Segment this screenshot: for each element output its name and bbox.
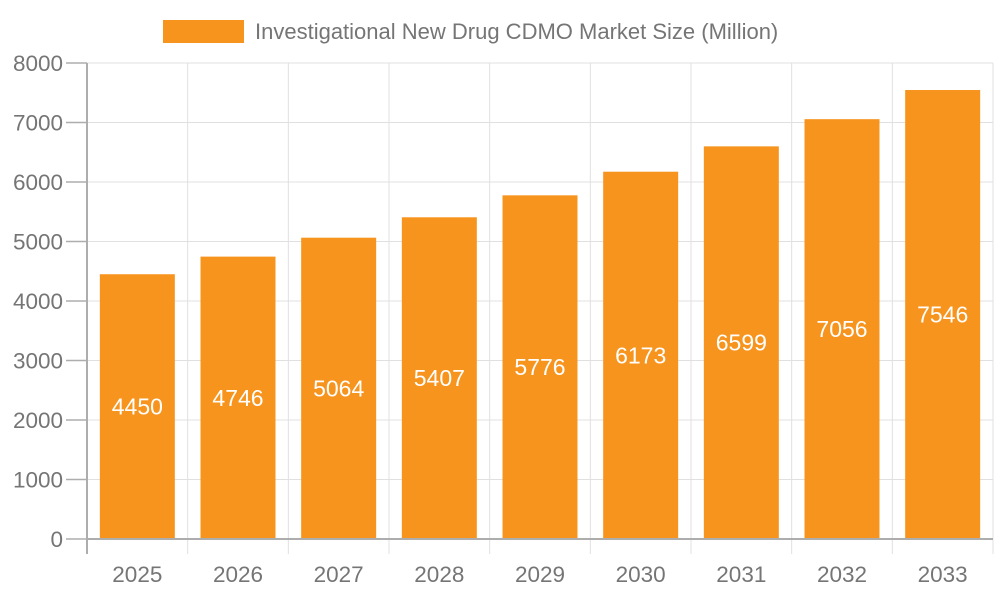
bar-value-label: 7546 — [917, 302, 968, 328]
y-axis-label: 6000 — [13, 170, 63, 195]
y-axis-label: 3000 — [13, 348, 63, 373]
bar-value-label: 7056 — [816, 316, 867, 342]
y-axis-label: 8000 — [13, 51, 63, 76]
x-axis-label: 2027 — [314, 562, 364, 587]
x-axis-label: 2025 — [112, 562, 162, 587]
y-axis-label: 1000 — [13, 467, 63, 492]
bar-value-label: 4450 — [112, 394, 163, 420]
x-axis-label: 2029 — [515, 562, 565, 587]
bar[interactable] — [99, 274, 175, 539]
bar-value-label: 6599 — [716, 330, 767, 356]
y-axis-label: 0 — [50, 527, 63, 552]
bar-value-label: 5064 — [313, 375, 364, 401]
y-axis-label: 5000 — [13, 229, 63, 254]
legend-label: Investigational New Drug CDMO Market Siz… — [255, 19, 779, 44]
x-axis-label: 2030 — [616, 562, 666, 587]
legend-swatch-icon — [163, 20, 244, 43]
bar[interactable] — [905, 90, 981, 539]
bar-value-label: 4746 — [212, 385, 263, 411]
x-axis-label: 2028 — [414, 562, 464, 587]
bar[interactable] — [804, 119, 880, 539]
x-axis-label: 2031 — [716, 562, 766, 587]
bar[interactable] — [301, 237, 377, 539]
x-axis-label: 2026 — [213, 562, 263, 587]
bar[interactable] — [603, 171, 679, 540]
bar[interactable] — [502, 195, 578, 539]
y-axis-label: 7000 — [13, 110, 63, 135]
bar[interactable] — [200, 256, 276, 539]
bar-value-label: 6173 — [615, 342, 666, 368]
y-axis-label: 4000 — [13, 289, 63, 314]
bar[interactable] — [703, 146, 779, 539]
x-axis-label: 2032 — [817, 562, 867, 587]
y-axis-label: 2000 — [13, 408, 63, 433]
bar-value-label: 5776 — [514, 354, 565, 380]
legend-item[interactable]: Investigational New Drug CDMO Market Siz… — [163, 19, 778, 44]
bar[interactable] — [401, 217, 477, 539]
bar-value-label: 5407 — [414, 365, 465, 391]
x-axis-label: 2033 — [918, 562, 968, 587]
